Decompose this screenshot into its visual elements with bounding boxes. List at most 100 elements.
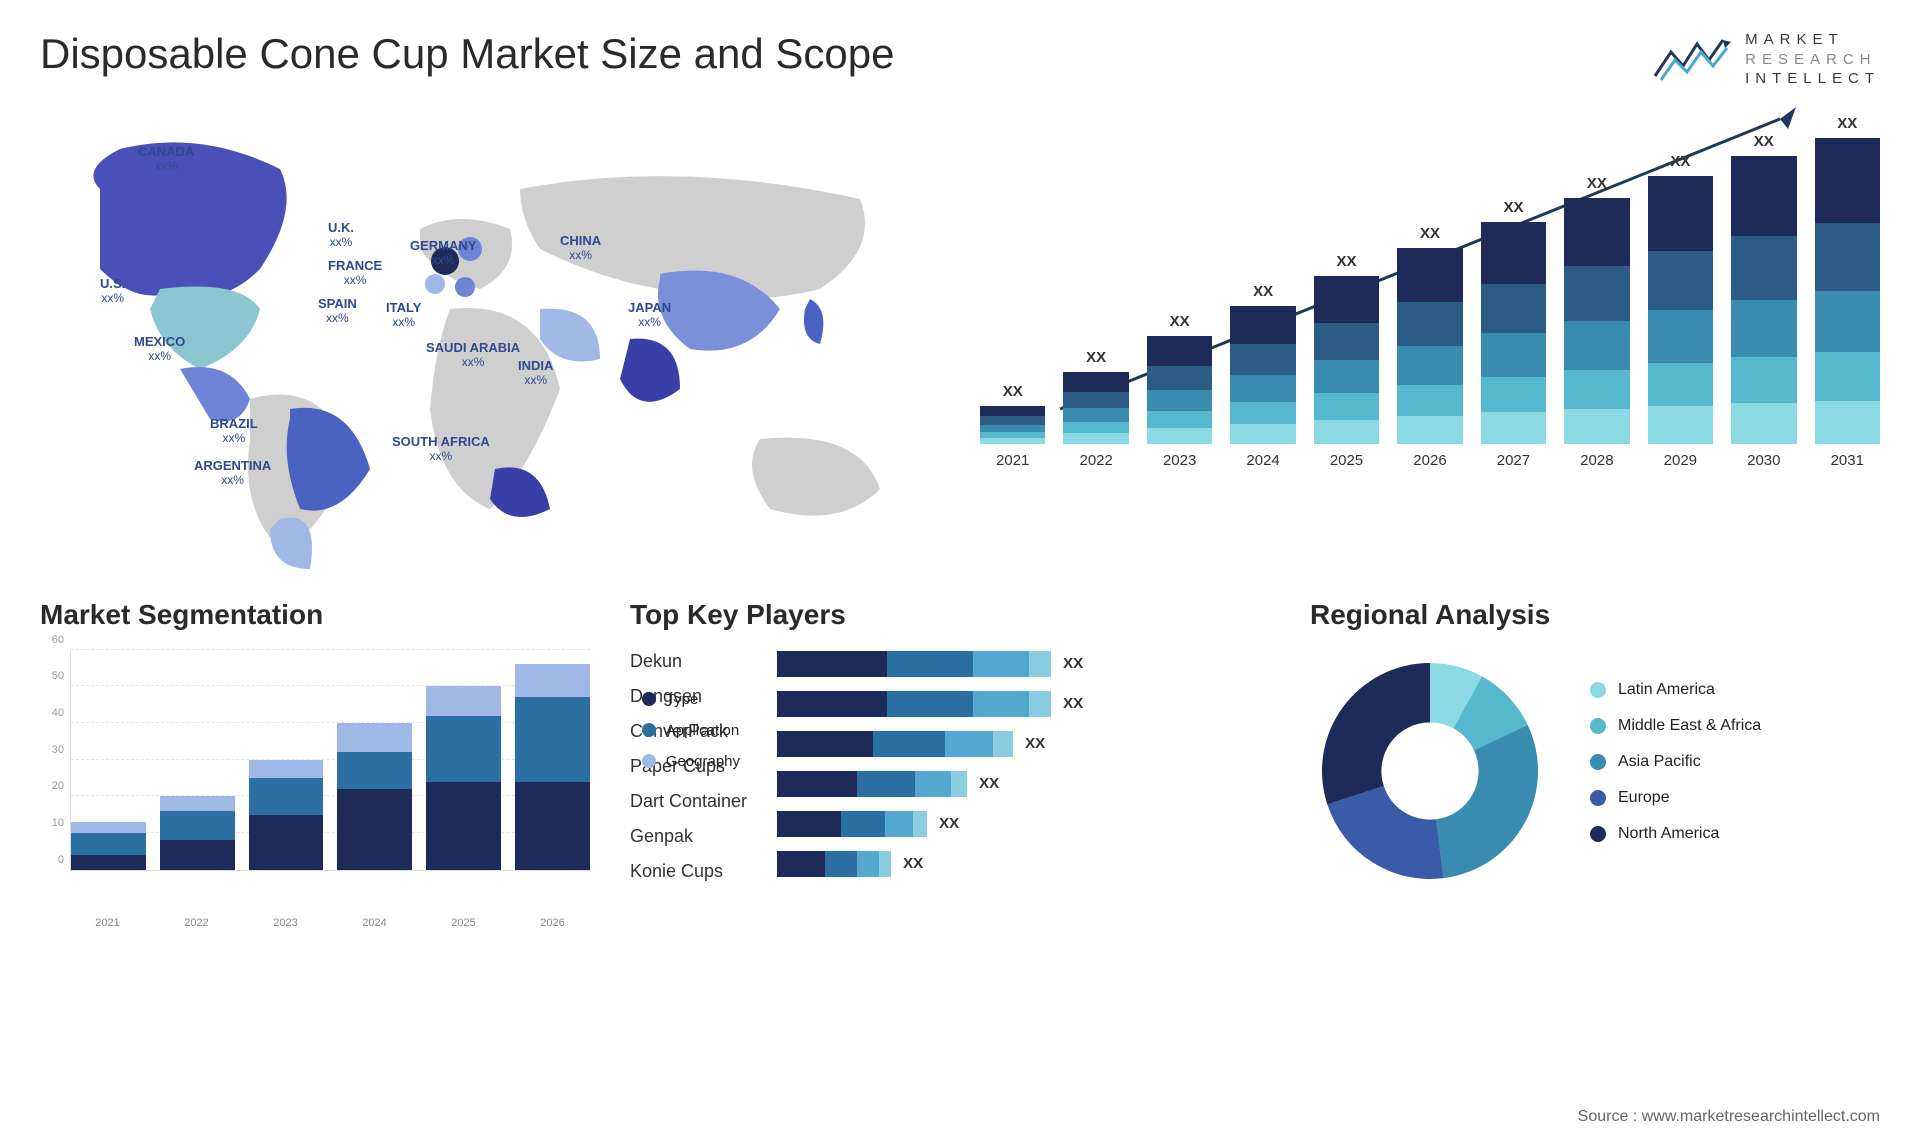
segmentation-x-labels: 2021 2022 2023 2024 2025 2026	[70, 917, 590, 929]
bar-year-label: 2027	[1497, 452, 1530, 469]
map-label: SAUDI ARABIAxx%	[426, 341, 520, 370]
map-label: GERMANYxx%	[410, 239, 476, 268]
region-legend-item: North America	[1590, 825, 1761, 843]
bar-value-label: XX	[1754, 133, 1774, 150]
segmentation-bar	[160, 796, 235, 869]
region-legend-item: Asia Pacific	[1590, 753, 1761, 771]
top-row: CANADAxx%U.S.xx%MEXICOxx%BRAZILxx%ARGENT…	[40, 109, 1880, 569]
map-label: INDIAxx%	[518, 359, 553, 388]
region-legend-item: Europe	[1590, 789, 1761, 807]
bottom-row: Market Segmentation 0102030405060 TypeAp…	[40, 599, 1880, 929]
player-value: XX	[1025, 735, 1045, 752]
brand-logo: MARKET RESEARCH INTELLECT	[1653, 30, 1880, 89]
map-label: CANADAxx%	[138, 145, 194, 174]
player-name: Genpak	[630, 826, 747, 847]
map-label: BRAZILxx%	[210, 417, 258, 446]
player-bar-row: XX	[777, 651, 1083, 677]
seg-year-label: 2022	[159, 917, 234, 929]
donut-slice	[1436, 725, 1538, 878]
region-legend-item: Latin America	[1590, 681, 1761, 699]
bar-year-label: 2025	[1330, 452, 1363, 469]
bar-value-label: XX	[1337, 253, 1357, 270]
growth-bar-chart: XX2021XX2022XX2023XX2024XX2025XX2026XX20…	[980, 109, 1880, 569]
page-title: Disposable Cone Cup Market Size and Scop…	[40, 30, 894, 78]
seg-year-label: 2025	[426, 917, 501, 929]
player-name: Konie Cups	[630, 861, 747, 882]
bar-year-label: 2030	[1747, 452, 1780, 469]
legend-item: Type	[642, 691, 740, 708]
donut-slice	[1322, 663, 1430, 804]
segmentation-panel: Market Segmentation 0102030405060 TypeAp…	[40, 599, 590, 929]
bar-year-label: 2026	[1413, 452, 1446, 469]
map-label: JAPANxx%	[628, 301, 671, 330]
seg-year-label: 2026	[515, 917, 590, 929]
segmentation-bar	[337, 723, 412, 870]
growth-bar: XX 2024	[1230, 283, 1295, 469]
player-value: XX	[939, 815, 959, 832]
seg-year-label: 2021	[70, 917, 145, 929]
player-value: XX	[979, 775, 999, 792]
segmentation-chart: 0102030405060 TypeApplicationGeography	[40, 651, 590, 911]
segmentation-bar	[426, 686, 501, 869]
growth-bar: XX 2031	[1815, 115, 1880, 469]
bar-value-label: XX	[1253, 283, 1273, 300]
growth-bar: XX 2025	[1314, 253, 1379, 469]
player-bar-row: XX	[777, 691, 1083, 717]
bar-value-label: XX	[1670, 153, 1690, 170]
bar-value-label: XX	[1587, 175, 1607, 192]
region-legend-item: Middle East & Africa	[1590, 717, 1761, 735]
growth-bar: XX2022	[1063, 349, 1128, 469]
player-value: XX	[1063, 695, 1083, 712]
regional-panel: Regional Analysis Latin America Middle Ea…	[1310, 599, 1880, 929]
segmentation-bars	[70, 651, 590, 871]
player-value: XX	[903, 855, 923, 872]
bar-value-label: XX	[1170, 313, 1190, 330]
source-text: Source : www.marketresearchintellect.com	[1578, 1108, 1880, 1126]
logo-text: MARKET RESEARCH INTELLECT	[1745, 30, 1880, 89]
logo-line2: RESEARCH	[1745, 50, 1880, 70]
player-value: XX	[1063, 655, 1083, 672]
player-bar-row: XX	[777, 731, 1083, 757]
bar-value-label: XX	[1003, 383, 1023, 400]
bar-year-label: 2031	[1831, 452, 1864, 469]
donut-slice	[1327, 786, 1443, 879]
players-title: Top Key Players	[630, 599, 1270, 631]
logo-icon	[1653, 34, 1733, 84]
bar-year-label: 2024	[1246, 452, 1279, 469]
growth-bar: XX 2027	[1481, 199, 1546, 469]
regional-donut	[1310, 651, 1550, 891]
logo-line3: INTELLECT	[1745, 69, 1880, 89]
player-bar-row: XX	[777, 811, 1083, 837]
growth-bar: XX2023	[1147, 313, 1212, 469]
map-label: ITALYxx%	[386, 301, 421, 330]
regional-legend: Latin America Middle East & Africa Asia Pa…	[1590, 681, 1761, 861]
growth-bar: XX2021	[980, 383, 1045, 469]
growth-bar: XX 2030	[1731, 133, 1796, 469]
player-bar-row: XX	[777, 851, 1083, 877]
segmentation-y-axis: 0102030405060	[40, 651, 70, 871]
map-label: SOUTH AFRICAxx%	[392, 435, 490, 464]
world-map: CANADAxx%U.S.xx%MEXICOxx%BRAZILxx%ARGENT…	[40, 109, 940, 569]
regional-title: Regional Analysis	[1310, 599, 1880, 631]
map-label: FRANCExx%	[328, 259, 382, 288]
seg-year-label: 2024	[337, 917, 412, 929]
map-label: U.K.xx%	[328, 221, 354, 250]
growth-bar: XX 2028	[1564, 175, 1629, 469]
growth-bar: XX2029	[1648, 153, 1713, 469]
map-label: CHINAxx%	[560, 234, 601, 263]
map-label: SPAINxx%	[318, 297, 357, 326]
map-label: MEXICOxx%	[134, 335, 185, 364]
bar-value-label: XX	[1420, 225, 1440, 242]
seg-year-label: 2023	[248, 917, 323, 929]
legend-item: Application	[642, 722, 740, 739]
logo-line1: MARKET	[1745, 30, 1880, 50]
header: Disposable Cone Cup Market Size and Scop…	[40, 30, 1880, 89]
segmentation-legend: TypeApplicationGeography	[642, 691, 740, 784]
bar-value-label: XX	[1086, 349, 1106, 366]
bar-value-label: XX	[1837, 115, 1857, 132]
bar-year-label: 2028	[1580, 452, 1613, 469]
segmentation-bar	[71, 822, 146, 870]
bar-value-label: XX	[1503, 199, 1523, 216]
segmentation-bar	[515, 664, 590, 869]
segmentation-bar	[249, 760, 324, 870]
